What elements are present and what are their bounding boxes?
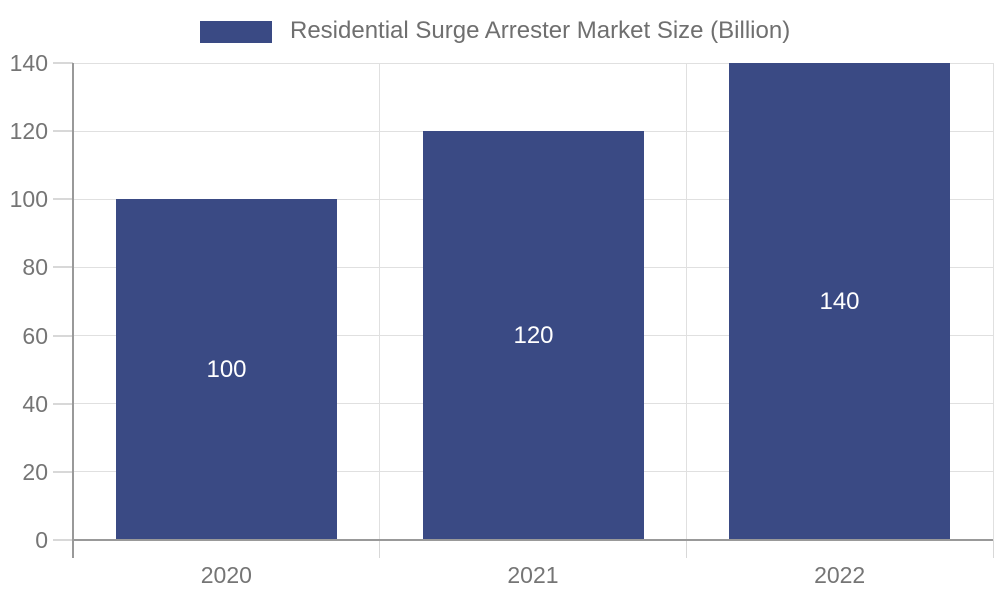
bar-value-label: 120 [513,322,554,349]
y-tick-mark [53,470,73,473]
y-tick-mark [53,539,73,541]
y-tick-label: 0 [35,527,48,553]
x-gridline [992,63,994,540]
y-tick-label: 80 [22,254,48,281]
y-tick-mark [53,62,73,64]
bar-2020 [116,199,337,540]
legend-label: Residential Surge Arrester Market Size (… [290,17,791,44]
x-tick-mark [379,540,381,558]
y-tick-label: 140 [9,50,48,76]
y-tick-mark [53,198,73,201]
y-tick-label: 20 [22,458,48,485]
y-tick-label: 100 [9,186,48,213]
y-tick-mark [53,130,73,133]
x-tick-mark [685,540,687,558]
y-tick-mark [53,334,73,337]
x-tick-mark [992,540,994,558]
x-tick-label: 2022 [814,562,866,588]
x-axis-line [73,539,993,541]
y-axis-line [72,63,74,558]
bar-2021 [423,131,644,540]
x-gridline [379,63,381,540]
x-tick-label: 2021 [507,562,559,588]
y-tick-mark [53,402,73,405]
legend-swatch [200,21,272,43]
y-tick-label: 60 [22,322,48,349]
x-gridline [685,63,687,540]
y-tick-label: 40 [22,390,48,417]
x-tick-label: 2020 [200,562,252,588]
bar-value-label: 100 [206,356,247,383]
bar-2022 [729,63,950,540]
y-tick-mark [53,266,73,269]
y-tick-label: 120 [9,118,48,145]
y-gridline [73,62,993,64]
bar-value-label: 140 [819,288,860,315]
